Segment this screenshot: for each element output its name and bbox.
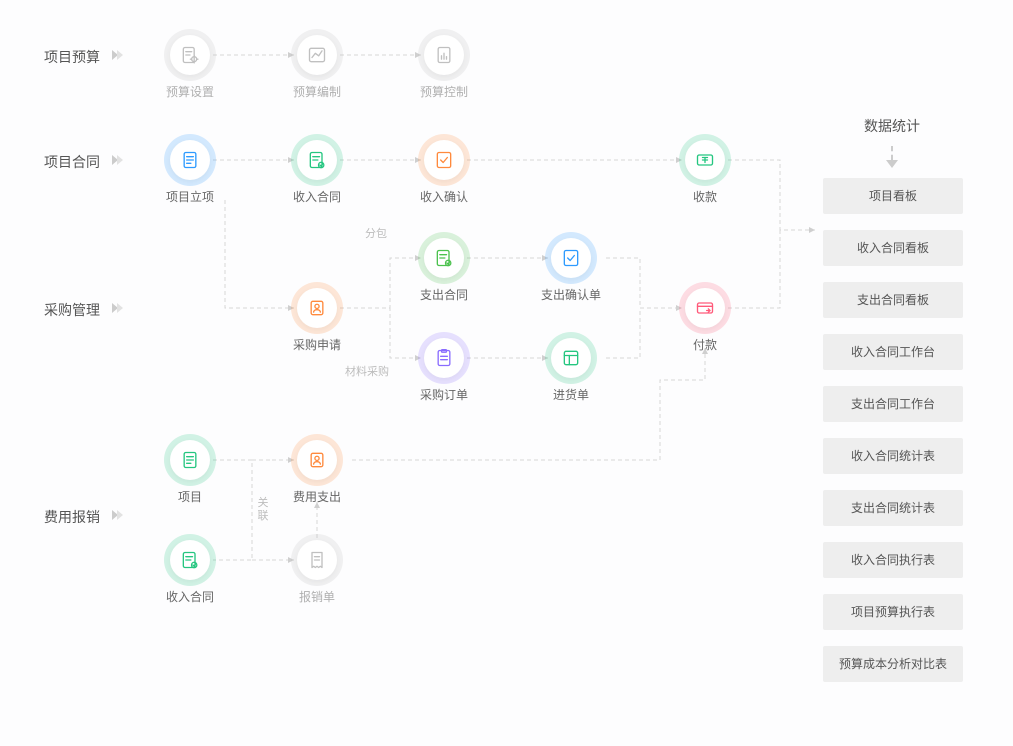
budget_control-icon — [424, 35, 464, 75]
right-button-2[interactable]: 支出合同看板 — [823, 282, 963, 318]
budget_setup-icon — [170, 35, 210, 75]
node-budget_compile[interactable]: 预算编制 — [282, 35, 352, 100]
diagram-stage: 项目预算 项目合同 采购管理 费用报销 分包 材料采购 关联 — [0, 0, 1013, 746]
right-panel-header-text: 数据统计 — [864, 118, 920, 134]
right-button-7[interactable]: 收入合同执行表 — [823, 542, 963, 578]
node-expense_out[interactable]: 费用支出 — [282, 440, 352, 505]
goods_in-icon — [551, 338, 591, 378]
right-button-8[interactable]: 项目预算执行表 — [823, 594, 963, 630]
section-budget-label: 项目预算 — [44, 47, 100, 67]
project_init-label: 项目立项 — [155, 188, 225, 205]
section-contract-arrow — [112, 155, 122, 165]
node-receipt[interactable]: 收款 — [670, 140, 740, 205]
node-income_contract[interactable]: 收入合同 — [282, 140, 352, 205]
section-purchase-arrow — [112, 303, 122, 313]
income_contract-icon — [297, 140, 337, 180]
income_contract2-label: 收入合同 — [155, 588, 225, 605]
reimburse-label: 报销单 — [282, 588, 352, 605]
purchase_order-label: 采购订单 — [409, 386, 479, 403]
node-income_confirm[interactable]: 收入确认 — [409, 140, 479, 205]
section-contract-label: 项目合同 — [44, 152, 100, 172]
reimburse-icon — [297, 540, 337, 580]
node-purchase_req[interactable]: 采购申请 — [282, 288, 352, 353]
project-label: 项目 — [155, 488, 225, 505]
node-expense_contract[interactable]: 支出合同 — [409, 238, 479, 303]
income_contract-label: 收入合同 — [282, 188, 352, 205]
budget_setup-label: 预算设置 — [155, 83, 225, 100]
node-payment[interactable]: 付款 — [670, 288, 740, 353]
project-icon — [170, 440, 210, 480]
down-arrow-icon — [887, 146, 897, 170]
small-label-relate: 关联 — [257, 497, 269, 523]
connectors-svg — [0, 0, 1013, 746]
node-project_init[interactable]: 项目立项 — [155, 140, 225, 205]
receipt-label: 收款 — [670, 188, 740, 205]
right-button-4[interactable]: 支出合同工作台 — [823, 386, 963, 422]
expense_contract-label: 支出合同 — [409, 286, 479, 303]
right-button-3[interactable]: 收入合同工作台 — [823, 334, 963, 370]
node-budget_control[interactable]: 预算控制 — [409, 35, 479, 100]
section-purchase-label: 采购管理 — [44, 300, 100, 320]
budget_compile-icon — [297, 35, 337, 75]
expense_out-label: 费用支出 — [282, 488, 352, 505]
payment-label: 付款 — [670, 336, 740, 353]
receipt-icon — [685, 140, 725, 180]
right-button-5[interactable]: 收入合同统计表 — [823, 438, 963, 474]
payment-icon — [685, 288, 725, 328]
node-expense_confirm[interactable]: 支出确认单 — [536, 238, 606, 303]
purchase_order-icon — [424, 338, 464, 378]
project_init-icon — [170, 140, 210, 180]
expense_contract-icon — [424, 238, 464, 278]
purchase_req-label: 采购申请 — [282, 336, 352, 353]
goods_in-label: 进货单 — [536, 386, 606, 403]
expense_confirm-label: 支出确认单 — [536, 286, 606, 303]
section-expense-arrow — [112, 510, 122, 520]
node-budget_setup[interactable]: 预算设置 — [155, 35, 225, 100]
section-budget-arrow — [112, 50, 122, 60]
node-purchase_order[interactable]: 采购订单 — [409, 338, 479, 403]
expense_confirm-icon — [551, 238, 591, 278]
node-goods_in[interactable]: 进货单 — [536, 338, 606, 403]
section-expense-label: 费用报销 — [44, 507, 100, 527]
right-button-6[interactable]: 支出合同统计表 — [823, 490, 963, 526]
right-button-9[interactable]: 预算成本分析对比表 — [823, 646, 963, 682]
node-reimburse[interactable]: 报销单 — [282, 540, 352, 605]
income_contract2-icon — [170, 540, 210, 580]
right-button-1[interactable]: 收入合同看板 — [823, 230, 963, 266]
expense_out-icon — [297, 440, 337, 480]
right-button-0[interactable]: 项目看板 — [823, 178, 963, 214]
income_confirm-label: 收入确认 — [409, 188, 479, 205]
budget_compile-label: 预算编制 — [282, 83, 352, 100]
node-project[interactable]: 项目 — [155, 440, 225, 505]
purchase_req-icon — [297, 288, 337, 328]
income_confirm-icon — [424, 140, 464, 180]
small-label-material: 材料采购 — [345, 363, 389, 379]
budget_control-label: 预算控制 — [409, 83, 479, 100]
small-label-subcontract: 分包 — [365, 225, 387, 241]
right-panel-header: 数据统计 — [852, 116, 932, 170]
node-income_contract2[interactable]: 收入合同 — [155, 540, 225, 605]
